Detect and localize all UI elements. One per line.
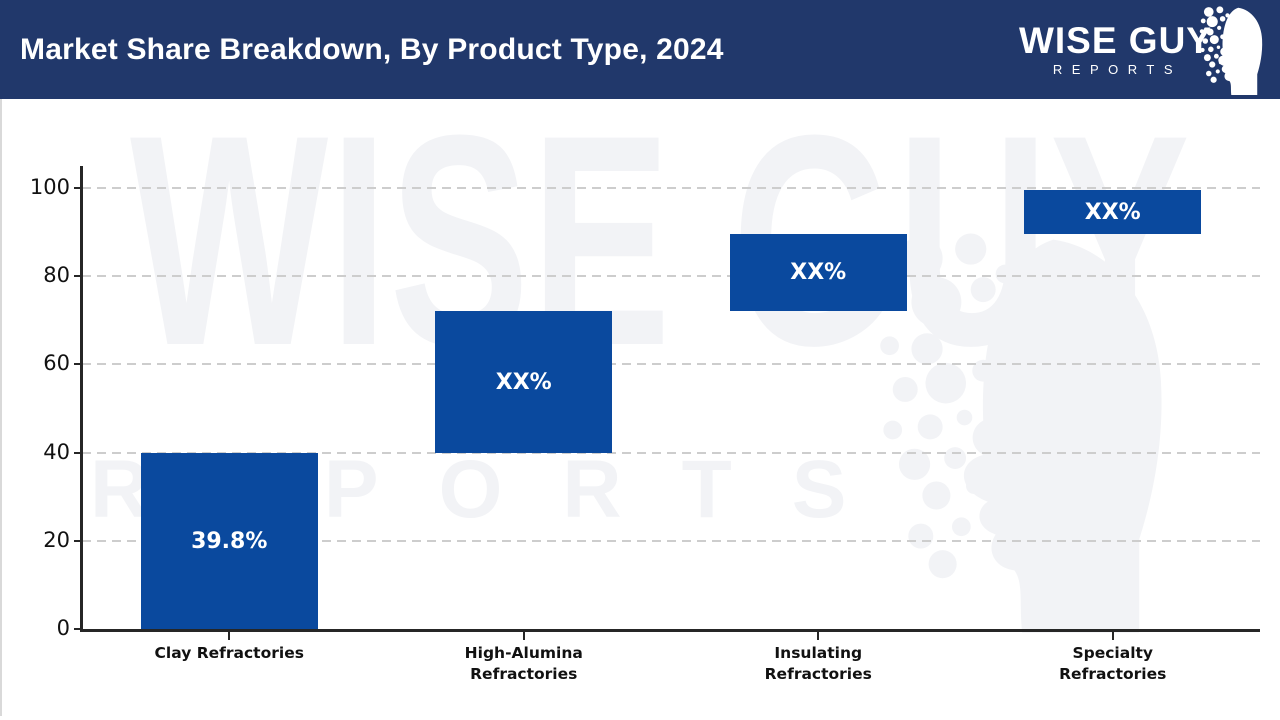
x-category-line: Insulating [774, 644, 863, 662]
x-category-line: Clay Refractories [154, 644, 304, 662]
y-gridline [82, 275, 1260, 278]
y-tick [74, 187, 81, 189]
x-category-line: High-Alumina [464, 644, 583, 662]
y-tick-label: 40 [43, 439, 70, 464]
chart-bar: 39.8% [140, 453, 318, 629]
x-category-label: High-Alumina Refractories [394, 643, 654, 685]
y-tick [74, 628, 81, 630]
bar-value-label: 39.8% [191, 528, 268, 554]
x-category-label: Insulating Refractories [688, 643, 948, 685]
logo-wordmark: WISE GUY [1018, 20, 1212, 61]
y-tick-label: 60 [43, 351, 70, 376]
y-tick-label: 80 [43, 263, 70, 288]
logo-subtitle: REPORTS [1052, 62, 1183, 77]
page-title: Market Share Breakdown, By Product Type,… [20, 32, 724, 66]
y-tick-label: 20 [43, 527, 70, 552]
y-gridline [82, 539, 1260, 542]
y-tick [74, 539, 81, 542]
bar-value-label: XX% [495, 369, 552, 395]
x-category-label: Clay Refractories [99, 643, 359, 664]
x-category-line: Specialty [1072, 644, 1154, 662]
x-axis-spine [80, 629, 1260, 632]
y-tick-label: 0 [56, 616, 70, 640]
x-tick [522, 631, 525, 640]
bar-value-label: XX% [790, 259, 847, 285]
x-tick [817, 631, 820, 640]
chart-bar: XX% [1024, 190, 1202, 234]
watermark-face-icon [880, 233, 1162, 633]
logo-text: WISE GUY REPORTS [1019, 22, 1212, 77]
chart-bar: XX% [435, 311, 613, 454]
y-tick [74, 363, 81, 366]
x-category-line: Refractories [1059, 665, 1167, 683]
chart-area: WISE GUY REPORTS 0 20 40 60 80 100 39.8% Clay R… [2, 99, 1278, 718]
x-category-line: Refractories [764, 665, 872, 683]
y-tick [74, 451, 81, 454]
x-tick [228, 631, 231, 640]
header: Market Share Breakdown, By Product Type,… [0, 0, 1280, 99]
y-tick [74, 275, 81, 278]
x-tick [1111, 631, 1114, 640]
y-gridline [82, 187, 1260, 189]
y-gridline [82, 363, 1260, 366]
y-gridline [82, 451, 1260, 454]
x-category-label: Specialty Refractories [983, 643, 1243, 685]
logo: WISE GUY REPORTS [1019, 0, 1268, 99]
bar-value-label: XX% [1084, 199, 1141, 225]
y-tick-label: 100 [29, 175, 70, 199]
chart-bar: XX% [729, 233, 907, 312]
logo-face-icon [1199, 5, 1263, 95]
x-category-line: Refractories [470, 665, 578, 683]
y-axis-spine [80, 166, 83, 631]
